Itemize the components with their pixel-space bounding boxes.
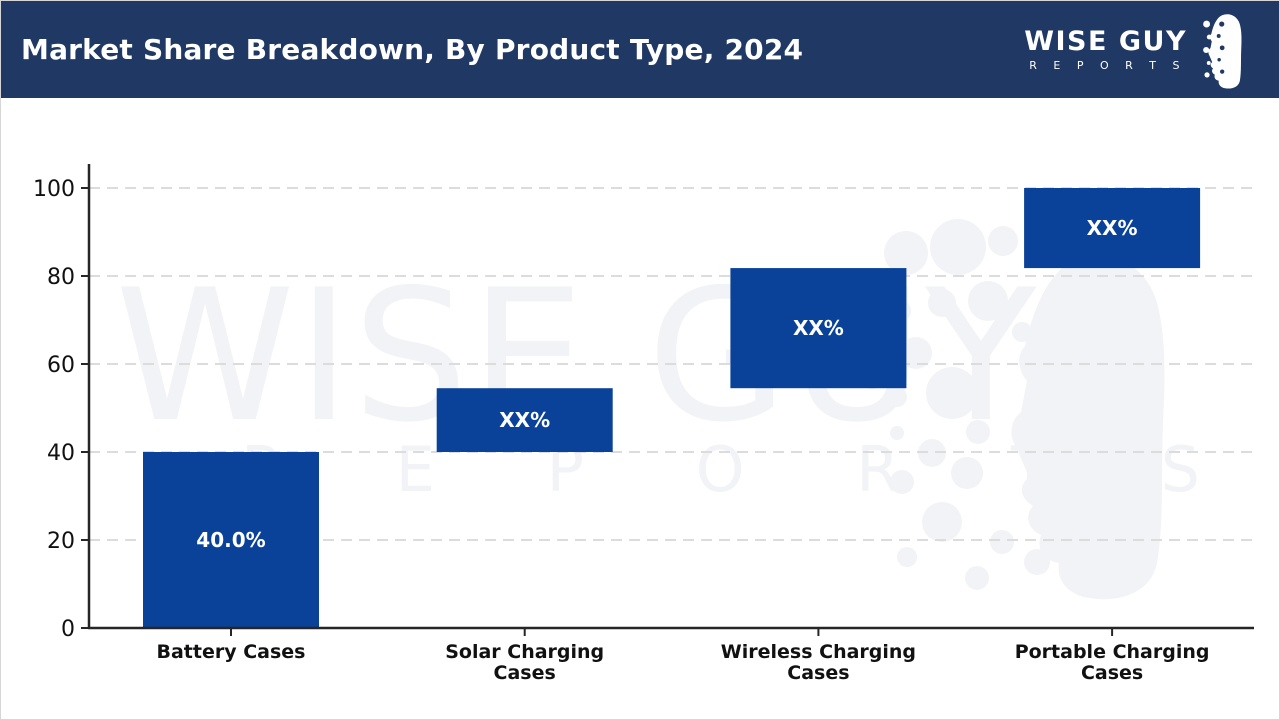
logo-wiseguy-label: WISE GUY xyxy=(1024,25,1187,57)
page-title: Market Share Breakdown, By Product Type,… xyxy=(21,33,804,66)
y-tick-label-100: 100 xyxy=(33,177,75,202)
x-category-label: Solar Charging xyxy=(445,641,604,663)
x-category-label: Cases xyxy=(1081,662,1143,684)
bar-battery-cases xyxy=(143,452,319,628)
x-category-label: Cases xyxy=(787,662,849,684)
bar-value-label: XX% xyxy=(793,316,844,340)
logo-reports-label: R E P O R T S xyxy=(1029,58,1186,72)
x-category-label: Cases xyxy=(494,662,556,684)
wiseguy-logo-text: WISE GUY R E P O R T S xyxy=(1024,28,1187,72)
x-category-label: Wireless Charging xyxy=(721,641,916,663)
y-tick-label-80: 80 xyxy=(47,265,75,290)
y-tick-label-20: 20 xyxy=(47,529,75,554)
bar-solar-charging-cases xyxy=(436,388,613,452)
logo-head-icon xyxy=(1203,13,1242,89)
y-tick-label-60: 60 xyxy=(47,353,75,378)
bar-value-label: XX% xyxy=(1087,216,1138,240)
x-category-label: Battery Cases xyxy=(157,641,306,663)
y-tick-label-40: 40 xyxy=(47,441,75,466)
x-category-label: Portable Charging xyxy=(1015,641,1210,663)
header-bar: Market Share Breakdown, By Product Type,… xyxy=(1,1,1279,98)
wiseguy-logo: WISE GUY R E P O R T S xyxy=(1024,10,1257,90)
bar-value-label: XX% xyxy=(499,408,550,432)
bar-value-label: 40.0% xyxy=(196,528,265,552)
y-tick-label-0: 0 xyxy=(61,617,75,642)
